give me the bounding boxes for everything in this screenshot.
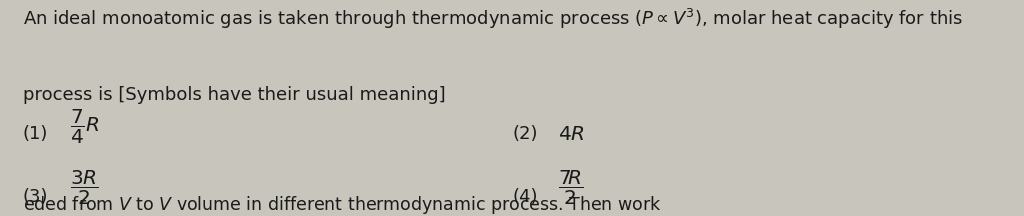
Text: (1): (1) <box>23 125 48 143</box>
Text: process is [Symbols have their usual meaning]: process is [Symbols have their usual mea… <box>23 86 445 104</box>
Text: An ideal monoatomic gas is taken through thermodynamic process ($P \propto V^3$): An ideal monoatomic gas is taken through… <box>23 6 963 31</box>
Text: $\dfrac{3R}{2}$: $\dfrac{3R}{2}$ <box>70 168 97 207</box>
Text: $4R$: $4R$ <box>558 125 585 144</box>
Text: (2): (2) <box>512 125 538 143</box>
Text: (4): (4) <box>512 188 538 206</box>
Text: (3): (3) <box>23 188 48 206</box>
Text: $\dfrac{7R}{2}$: $\dfrac{7R}{2}$ <box>558 168 584 207</box>
Text: $\dfrac{7}{4}R$: $\dfrac{7}{4}R$ <box>70 108 99 146</box>
Text: eded from $V$ to $V$ volume in different thermodynamic process. Then work: eded from $V$ to $V$ volume in different… <box>23 194 662 216</box>
